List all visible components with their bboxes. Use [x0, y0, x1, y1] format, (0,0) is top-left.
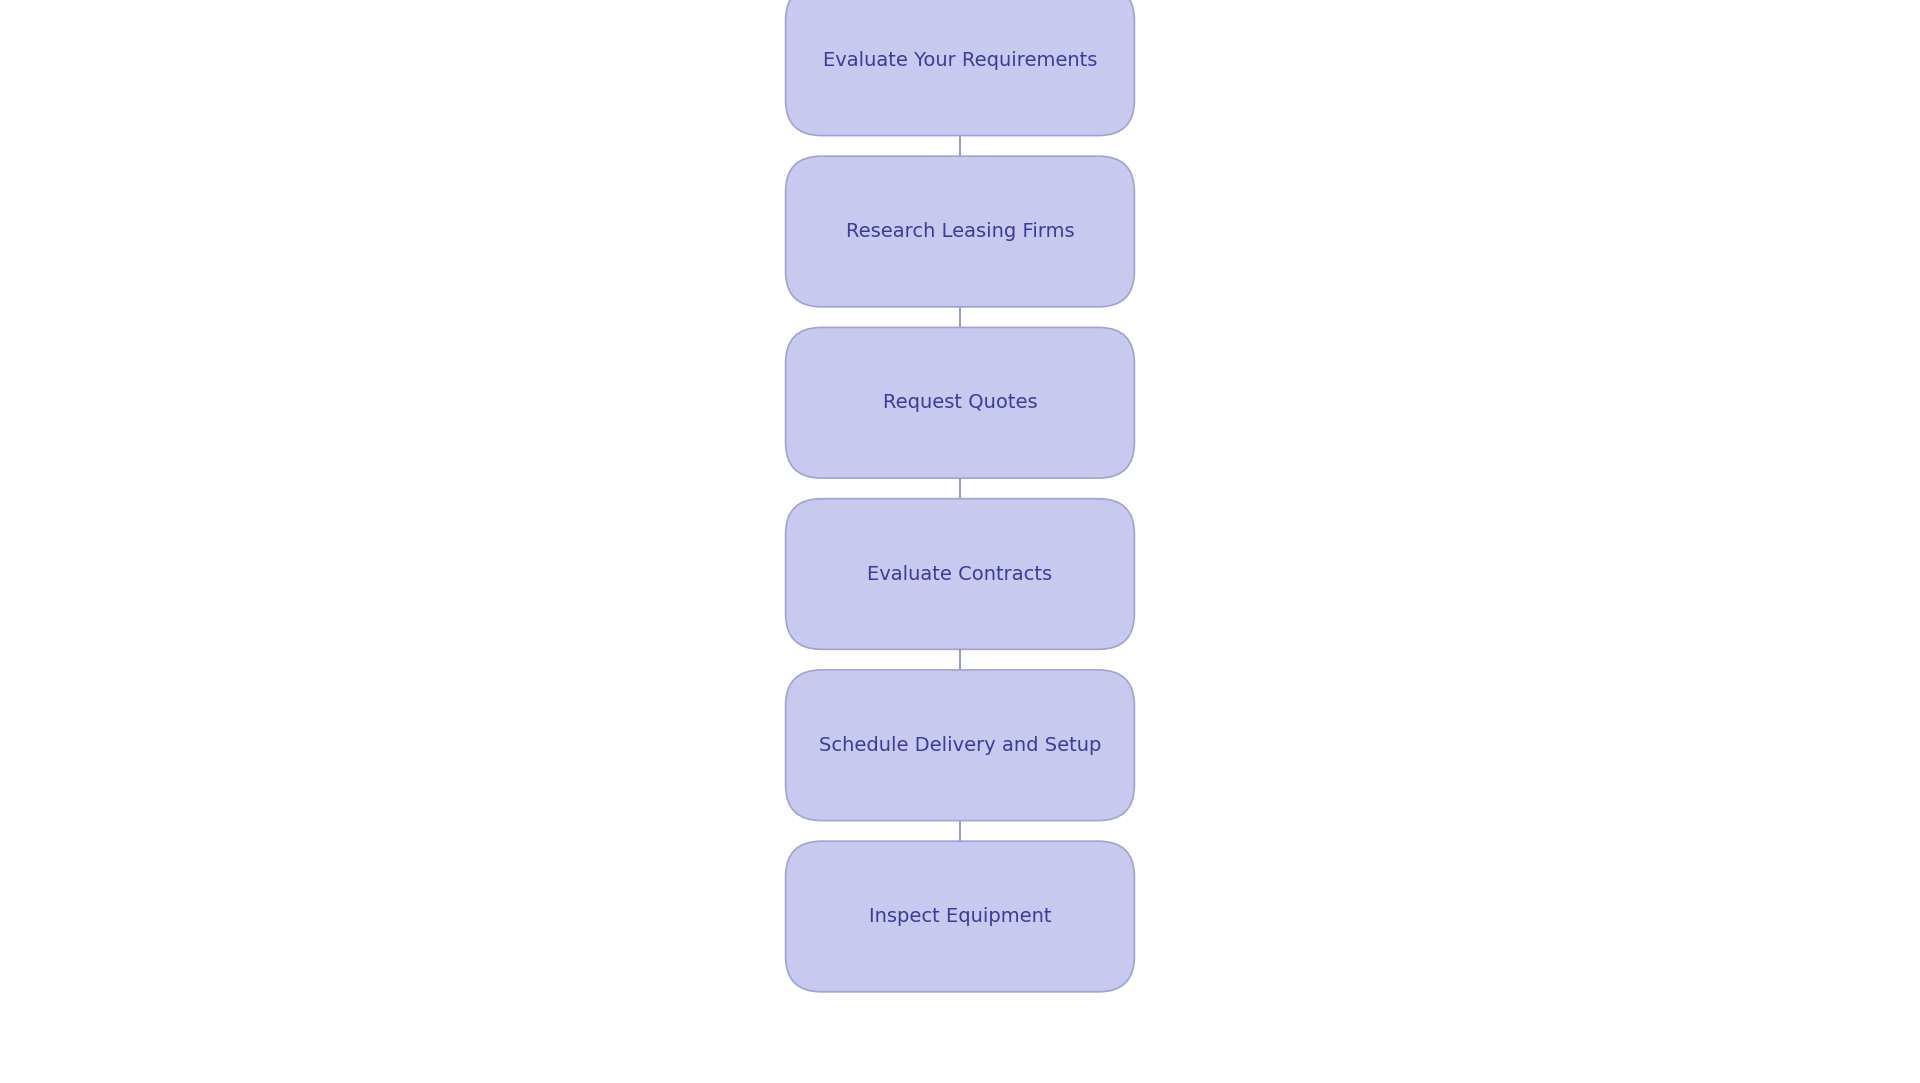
FancyBboxPatch shape — [785, 0, 1135, 135]
FancyBboxPatch shape — [785, 670, 1135, 821]
Text: Evaluate Your Requirements: Evaluate Your Requirements — [824, 51, 1096, 69]
FancyBboxPatch shape — [785, 327, 1135, 478]
Text: Inspect Equipment: Inspect Equipment — [868, 906, 1052, 926]
Text: Schedule Delivery and Setup: Schedule Delivery and Setup — [818, 735, 1102, 755]
FancyBboxPatch shape — [785, 156, 1135, 306]
Text: Research Leasing Firms: Research Leasing Firms — [845, 222, 1075, 242]
Text: Request Quotes: Request Quotes — [883, 393, 1037, 413]
FancyBboxPatch shape — [785, 498, 1135, 650]
FancyBboxPatch shape — [785, 841, 1135, 992]
Text: Evaluate Contracts: Evaluate Contracts — [868, 564, 1052, 584]
